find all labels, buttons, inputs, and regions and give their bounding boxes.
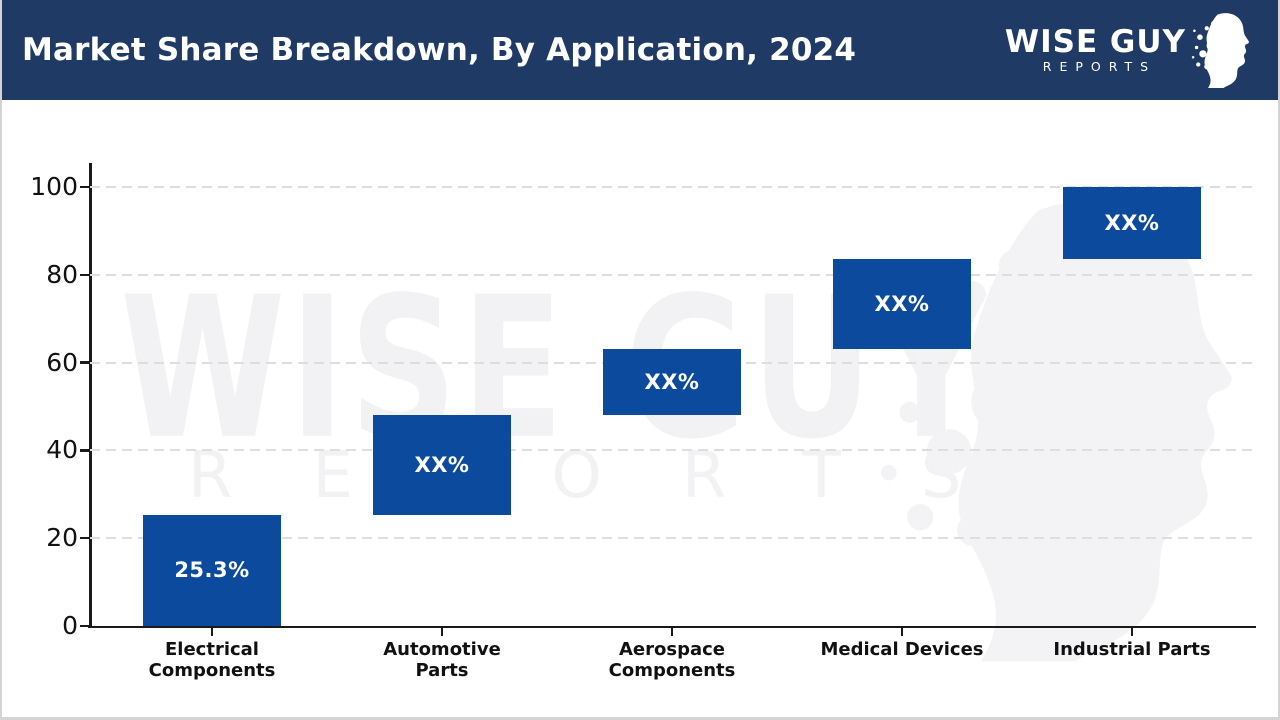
bar-segment: XX% bbox=[603, 348, 741, 415]
x-category-label: Medical Devices bbox=[820, 639, 984, 660]
gridline bbox=[90, 449, 1256, 452]
logo-name-label: WISE GUY bbox=[1004, 23, 1186, 60]
y-tick-mark bbox=[80, 536, 89, 540]
wiseguy-logo-text: WISE GUY REPORTS bbox=[1004, 23, 1186, 74]
x-tick-mark bbox=[670, 628, 674, 636]
y-tick-label: 0 bbox=[62, 611, 78, 640]
page-title: Market Share Breakdown, By Application, … bbox=[22, 32, 857, 68]
y-tick-mark bbox=[80, 361, 89, 364]
x-tick-mark bbox=[900, 628, 904, 636]
y-tick-label: 80 bbox=[46, 259, 78, 289]
header-bar: Market Share Breakdown, By Application, … bbox=[2, 0, 1278, 100]
x-tick-mark bbox=[210, 628, 214, 636]
bar-value-label: XX% bbox=[874, 291, 930, 316]
y-tick-label: 60 bbox=[46, 347, 78, 377]
gridline bbox=[90, 537, 1256, 540]
bar-value-label: XX% bbox=[644, 369, 700, 394]
y-axis-line bbox=[89, 163, 92, 627]
y-tick-mark bbox=[80, 273, 89, 277]
x-category-label: Automotive Parts bbox=[383, 639, 501, 681]
gridline bbox=[90, 273, 1256, 276]
x-category-label: Aerospace Components bbox=[608, 639, 736, 681]
wiseguy-logo: WISE GUY REPORTS bbox=[1005, 11, 1252, 89]
y-tick-mark bbox=[80, 185, 89, 189]
x-axis-line bbox=[88, 625, 1256, 628]
bar-segment: XX% bbox=[833, 258, 971, 349]
y-tick-label: 100 bbox=[30, 172, 78, 201]
bar-value-label: 25.3% bbox=[174, 558, 250, 583]
y-tick-label: 20 bbox=[46, 523, 78, 553]
bar-value-label: XX% bbox=[1104, 210, 1160, 235]
y-tick-label: 40 bbox=[46, 435, 78, 465]
x-tick-mark bbox=[1130, 628, 1134, 636]
bar-value-label: XX% bbox=[414, 452, 470, 477]
x-category-label: Industrial Parts bbox=[1053, 639, 1211, 660]
bar-segment: XX% bbox=[373, 414, 511, 515]
gridline bbox=[90, 186, 1256, 188]
bar-segment: 25.3% bbox=[143, 514, 281, 626]
x-tick-mark bbox=[440, 628, 444, 636]
logo-reports-label: REPORTS bbox=[1042, 58, 1157, 74]
x-category-label: Electrical Components bbox=[148, 639, 276, 681]
bar-segment: XX% bbox=[1063, 187, 1201, 259]
watermark-text-reports: REPORTS bbox=[188, 439, 1042, 513]
y-tick-mark bbox=[80, 624, 89, 628]
y-tick-mark bbox=[80, 449, 89, 452]
